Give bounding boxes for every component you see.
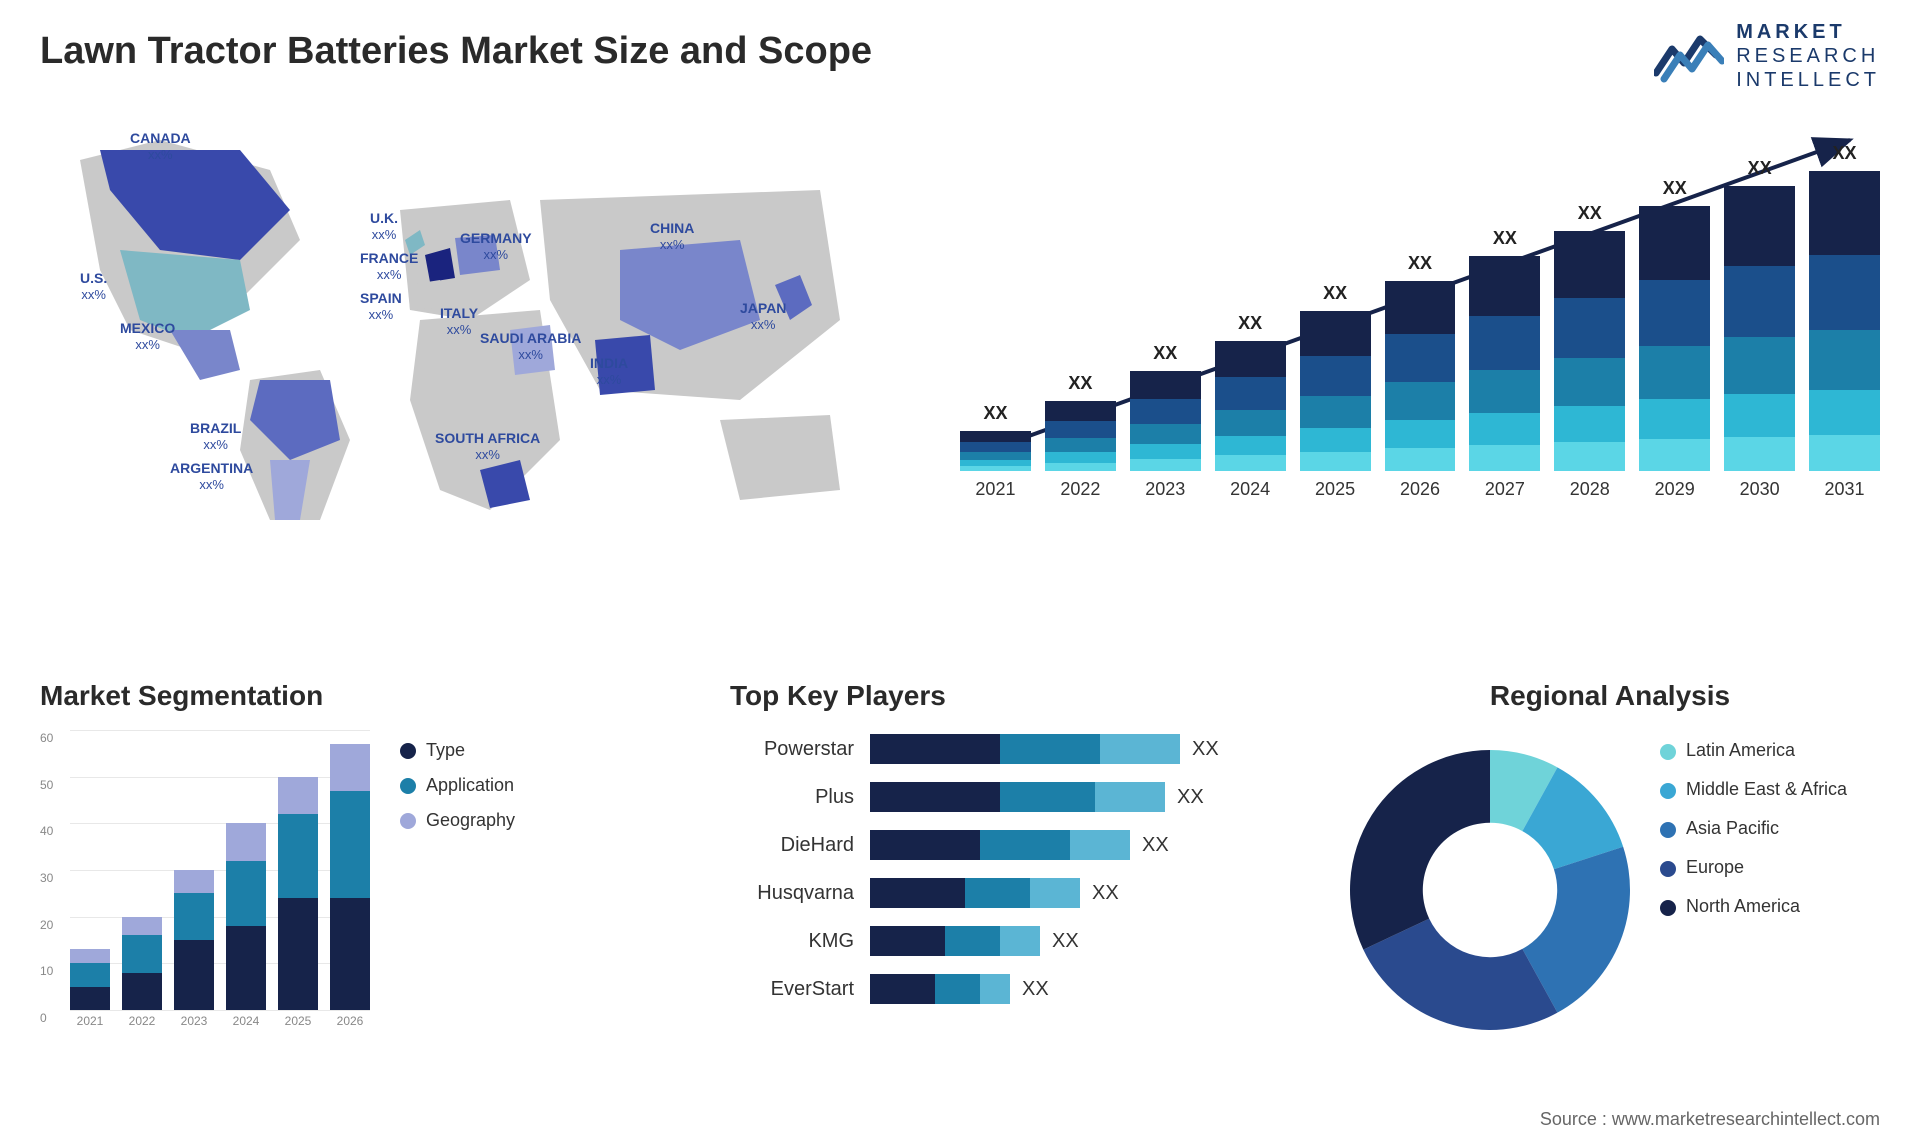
map-label-saudi-arabia: SAUDI ARABIAxx% xyxy=(480,330,581,363)
seg-legend-application: Application xyxy=(400,775,515,796)
seg-bar-2026: 2026 xyxy=(330,744,370,1010)
logo-line1: MARKET xyxy=(1736,20,1880,44)
seg-bar-2023: 2023 xyxy=(174,870,214,1010)
seg-bar-2025: 2025 xyxy=(278,777,318,1010)
map-label-spain: SPAINxx% xyxy=(360,290,402,323)
seg-legend-type: Type xyxy=(400,740,515,761)
map-label-italy: ITALYxx% xyxy=(440,305,478,338)
growth-bar-chart: XX2021XX2022XX2023XX2024XX2025XX2026XX20… xyxy=(960,120,1880,540)
map-label-u-s-: U.S.xx% xyxy=(80,270,107,303)
segmentation-legend: Type Application Geography xyxy=(400,740,515,845)
map-label-argentina: ARGENTINAxx% xyxy=(170,460,253,493)
growth-bar-2021: XX2021 xyxy=(960,431,1031,500)
logo-mark-icon xyxy=(1654,29,1724,83)
map-label-china: CHINAxx% xyxy=(650,220,694,253)
region-legend-north-america: North America xyxy=(1660,896,1847,917)
segmentation-title: Market Segmentation xyxy=(40,680,540,712)
growth-bar-2029: XX2029 xyxy=(1639,206,1710,500)
logo-line2: RESEARCH xyxy=(1736,44,1880,68)
growth-bar-2023: XX2023 xyxy=(1130,371,1201,500)
player-row-powerstar: PowerstarXX xyxy=(730,730,1290,768)
growth-bar-2026: XX2026 xyxy=(1385,281,1456,500)
growth-bar-2030: XX2030 xyxy=(1724,186,1795,500)
logo-line3: INTELLECT xyxy=(1736,68,1880,92)
regional-panel: Regional Analysis Latin America Middle Ea… xyxy=(1340,680,1880,1060)
player-row-kmg: KMGXX xyxy=(730,922,1290,960)
map-label-brazil: BRAZILxx% xyxy=(190,420,241,453)
player-row-diehard: DieHardXX xyxy=(730,826,1290,864)
map-label-japan: JAPANxx% xyxy=(740,300,786,333)
map-label-mexico: MEXICOxx% xyxy=(120,320,175,353)
map-label-canada: CANADAxx% xyxy=(130,130,191,163)
seg-bar-2022: 2022 xyxy=(122,917,162,1010)
map-label-south-africa: SOUTH AFRICAxx% xyxy=(435,430,540,463)
player-row-plus: PlusXX xyxy=(730,778,1290,816)
growth-bar-2031: XX2031 xyxy=(1809,171,1880,500)
map-label-germany: GERMANYxx% xyxy=(460,230,532,263)
regional-legend: Latin America Middle East & Africa Asia Pa… xyxy=(1660,740,1847,935)
map-label-india: INDIAxx% xyxy=(590,355,628,388)
players-panel: Top Key Players PowerstarXX PlusXX DieHard… xyxy=(730,680,1290,1060)
regional-donut-chart xyxy=(1340,740,1640,1040)
region-legend-asia-pacific: Asia Pacific xyxy=(1660,818,1847,839)
growth-bar-2022: XX2022 xyxy=(1045,401,1116,500)
region-legend-europe: Europe xyxy=(1660,857,1847,878)
growth-bar-2028: XX2028 xyxy=(1554,231,1625,500)
seg-bar-2021: 2021 xyxy=(70,949,110,1010)
world-map-chart: CANADAxx% U.S.xx% MEXICOxx% BRAZILxx% ARGENT… xyxy=(40,120,900,540)
map-label-france: FRANCExx% xyxy=(360,250,418,283)
growth-bar-2027: XX2027 xyxy=(1469,256,1540,500)
growth-bar-2025: XX2025 xyxy=(1300,311,1371,500)
regional-title: Regional Analysis xyxy=(1340,680,1880,712)
player-row-husqvarna: HusqvarnaXX xyxy=(730,874,1290,912)
seg-legend-geography: Geography xyxy=(400,810,515,831)
segmentation-chart: 0102030405060202120222023202420252026 xyxy=(40,730,370,1030)
page-title: Lawn Tractor Batteries Market Size and S… xyxy=(40,30,872,73)
source-citation: Source : www.marketresearchintellect.com xyxy=(1540,1109,1880,1130)
region-legend-latin-america: Latin America xyxy=(1660,740,1847,761)
players-title: Top Key Players xyxy=(730,680,1290,712)
brand-logo: MARKET RESEARCH INTELLECT xyxy=(1654,20,1880,92)
region-legend-middle-east-africa: Middle East & Africa xyxy=(1660,779,1847,800)
segmentation-panel: Market Segmentation 01020304050602021202… xyxy=(40,680,540,1060)
growth-bar-2024: XX2024 xyxy=(1215,341,1286,500)
player-row-everstart: EverStartXX xyxy=(730,970,1290,1008)
map-label-u-k-: U.K.xx% xyxy=(370,210,398,243)
seg-bar-2024: 2024 xyxy=(226,823,266,1010)
